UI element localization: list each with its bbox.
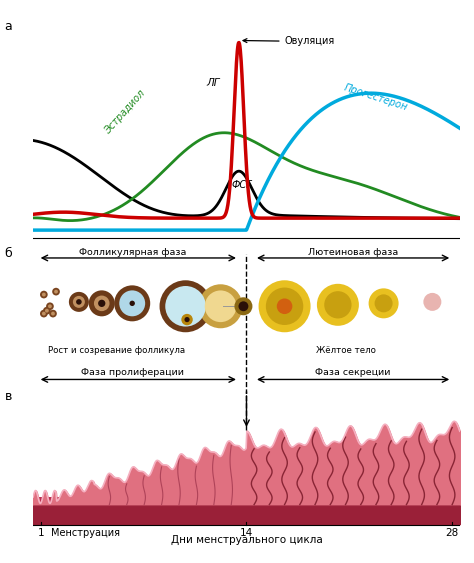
Ellipse shape [182, 314, 193, 325]
Ellipse shape [129, 301, 135, 306]
Text: а: а [5, 20, 12, 33]
Text: Прогестерон: Прогестерон [343, 82, 409, 113]
Ellipse shape [369, 288, 399, 318]
Bar [33, 497, 460, 524]
Ellipse shape [42, 312, 46, 315]
Ellipse shape [76, 299, 82, 305]
Ellipse shape [52, 288, 60, 296]
Ellipse shape [43, 307, 51, 315]
Text: б: б [5, 247, 12, 260]
Text: Фаза секреции: Фаза секреции [315, 368, 391, 377]
Ellipse shape [42, 293, 46, 297]
Ellipse shape [119, 291, 145, 316]
Text: Менструация: Менструация [52, 528, 120, 538]
Ellipse shape [277, 298, 292, 314]
Text: Овуляция: Овуляция [243, 37, 335, 47]
Text: Лютеиновая фаза: Лютеиновая фаза [308, 248, 398, 257]
Text: 14: 14 [240, 528, 253, 538]
Ellipse shape [374, 294, 392, 312]
Text: Эстрадиол: Эстрадиол [102, 88, 147, 136]
Text: 1: 1 [37, 528, 44, 538]
Ellipse shape [238, 301, 248, 311]
Ellipse shape [51, 312, 55, 315]
Text: ЛГ: ЛГ [206, 78, 220, 88]
Ellipse shape [317, 284, 359, 326]
Ellipse shape [40, 291, 48, 298]
Ellipse shape [48, 305, 52, 308]
Ellipse shape [199, 284, 243, 328]
Ellipse shape [165, 286, 206, 327]
Text: Дни менструального цикла: Дни менструального цикла [171, 535, 322, 545]
Ellipse shape [114, 285, 150, 321]
Text: 28: 28 [446, 528, 459, 538]
Ellipse shape [54, 290, 58, 293]
Ellipse shape [49, 310, 57, 318]
Ellipse shape [46, 302, 54, 310]
Text: Фаза пролиферации: Фаза пролиферации [81, 368, 184, 377]
Ellipse shape [259, 280, 310, 332]
Ellipse shape [73, 296, 85, 308]
Ellipse shape [98, 300, 105, 307]
Ellipse shape [40, 310, 48, 318]
Ellipse shape [45, 309, 49, 312]
Text: ФСГ: ФСГ [231, 180, 252, 190]
Ellipse shape [184, 317, 190, 322]
Ellipse shape [324, 291, 352, 319]
Ellipse shape [235, 297, 253, 315]
Ellipse shape [423, 293, 441, 311]
Ellipse shape [69, 292, 89, 312]
Text: в: в [5, 390, 12, 403]
Text: Фолликулярная фаза: Фолликулярная фаза [79, 248, 186, 257]
Ellipse shape [205, 291, 237, 322]
Ellipse shape [160, 280, 211, 332]
Ellipse shape [89, 291, 115, 316]
Ellipse shape [94, 296, 109, 311]
Text: Рост и созревание фолликула: Рост и созревание фолликула [48, 346, 185, 355]
Ellipse shape [266, 288, 303, 325]
Text: Жёлтое тело: Жёлтое тело [316, 346, 375, 355]
